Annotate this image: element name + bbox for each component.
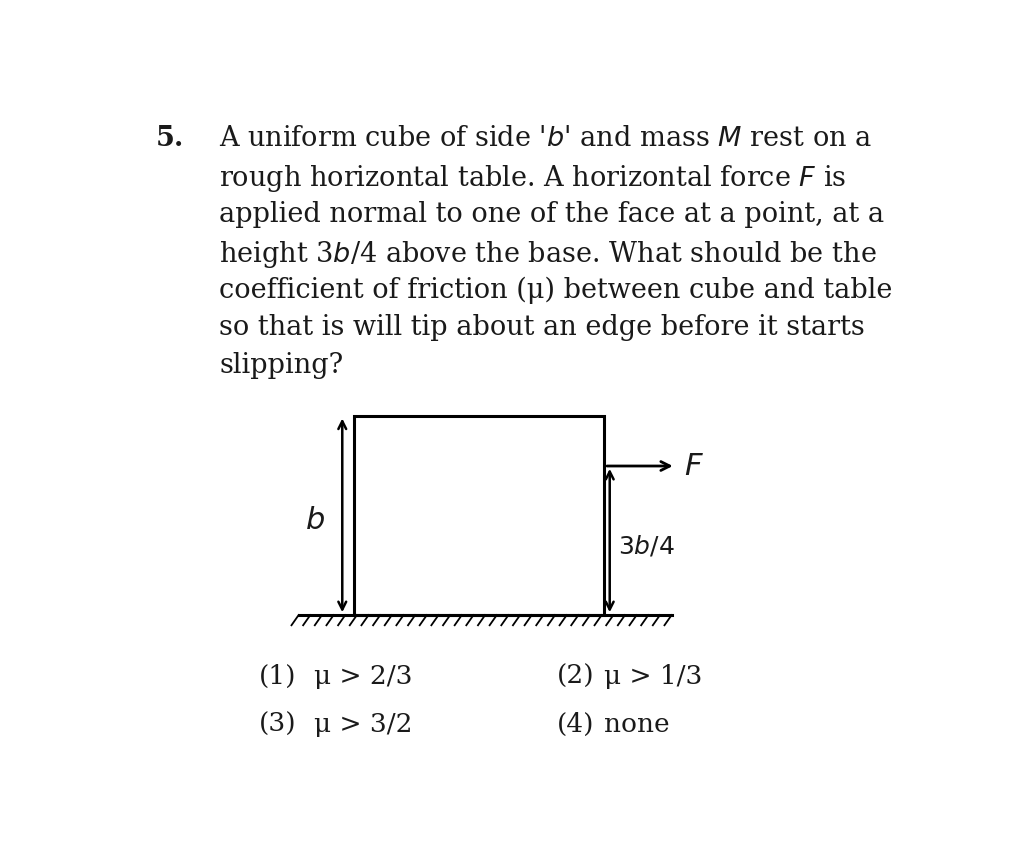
Text: $F$: $F$ <box>684 451 703 481</box>
Bar <box>354 416 604 615</box>
Text: $3b/4$: $3b/4$ <box>618 534 675 559</box>
Text: so that is will tip about an edge before it starts: so that is will tip about an edge before… <box>219 314 865 341</box>
Text: applied normal to one of the face at a point, at a: applied normal to one of the face at a p… <box>219 200 885 228</box>
Text: A uniform cube of side '$b$' and mass $M$ rest on a: A uniform cube of side '$b$' and mass $M… <box>219 125 872 152</box>
Text: (2): (2) <box>557 664 594 689</box>
Text: 5.: 5. <box>156 125 184 152</box>
Text: $b$: $b$ <box>305 505 325 536</box>
Text: (3): (3) <box>259 711 297 737</box>
Text: none: none <box>604 711 670 737</box>
Text: (1): (1) <box>259 664 296 689</box>
Text: μ > 3/2: μ > 3/2 <box>314 711 413 737</box>
Text: slipping?: slipping? <box>219 352 343 380</box>
Text: (4): (4) <box>557 711 594 737</box>
Text: rough horizontal table. A horizontal force $F$ is: rough horizontal table. A horizontal for… <box>219 163 847 194</box>
Text: μ > 2/3: μ > 2/3 <box>314 664 413 689</box>
Text: coefficient of friction (μ) between cube and table: coefficient of friction (μ) between cube… <box>219 277 893 304</box>
Text: height 3$b$/4 above the base. What should be the: height 3$b$/4 above the base. What shoul… <box>219 239 877 269</box>
Text: μ > 1/3: μ > 1/3 <box>604 664 702 689</box>
